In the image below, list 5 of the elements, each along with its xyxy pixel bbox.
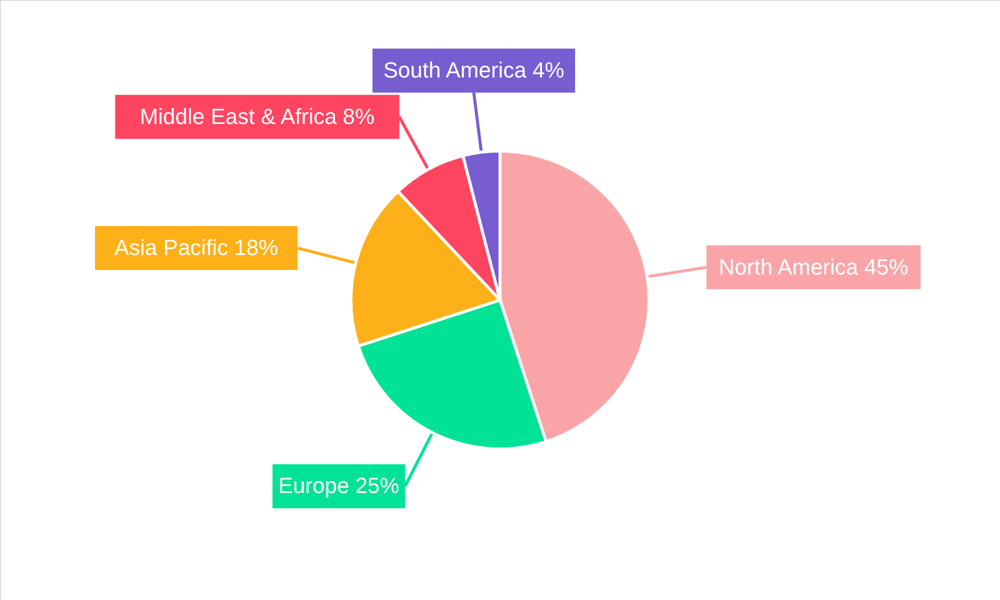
- slice-label: Asia Pacific 18%: [114, 235, 278, 260]
- slice-label: South America 4%: [383, 58, 564, 83]
- slice-label: North America 45%: [718, 254, 908, 280]
- slice-label: Middle East & Africa 8%: [140, 104, 375, 129]
- slice-label: Europe 25%: [278, 473, 400, 498]
